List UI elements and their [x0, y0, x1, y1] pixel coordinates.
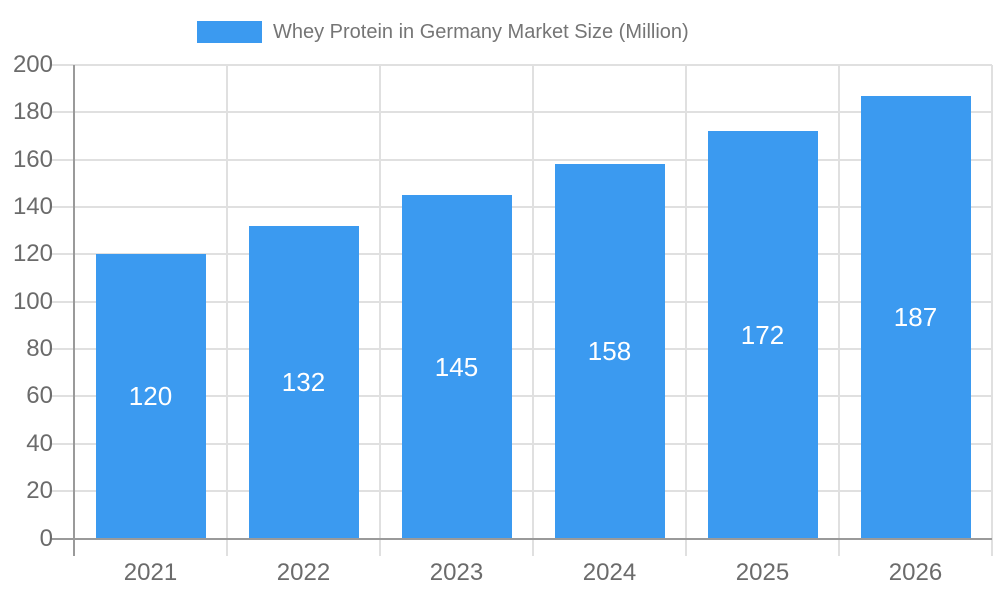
y-axis-label: 120: [12, 240, 53, 268]
y-axis-label: 140: [12, 193, 53, 221]
gridline-horizontal: [52, 158, 992, 161]
gridline-vertical: [685, 65, 687, 556]
x-axis-label-2023: 2023: [429, 559, 484, 586]
bar-value-label-2025: 172: [740, 319, 785, 350]
y-axis-label: 0: [39, 524, 53, 552]
gridline-vertical: [991, 65, 993, 556]
gridline-horizontal: [52, 442, 992, 445]
y-axis-label: 40: [26, 429, 53, 457]
bar-value-label-2021: 120: [128, 381, 173, 412]
bar-value-label-2023: 145: [434, 351, 479, 382]
gridline-horizontal: [52, 206, 992, 209]
gridline-horizontal: [52, 348, 992, 351]
gridline-horizontal: [52, 490, 992, 493]
gridline-horizontal: [52, 64, 992, 66]
bar-2024[interactable]: [554, 164, 665, 539]
gridline-horizontal: [52, 111, 992, 114]
bar-value-label-2026: 187: [893, 302, 938, 333]
y-axis-label: 100: [12, 287, 53, 315]
y-axis-label: 180: [12, 98, 53, 126]
bar-2025[interactable]: [707, 131, 818, 539]
bar-2022[interactable]: [248, 225, 359, 539]
bar-value-label-2024: 158: [587, 336, 632, 367]
x-axis-label-2025: 2025: [735, 559, 790, 586]
y-axis-label: 200: [12, 51, 53, 78]
y-axis-label: 80: [26, 335, 53, 363]
legend[interactable]: Whey Protein in Germany Market Size (Mil…: [197, 20, 689, 44]
x-axis-label-2022: 2022: [276, 559, 331, 586]
gridline-vertical: [226, 65, 228, 556]
bar-2021[interactable]: [95, 254, 206, 539]
gridline-horizontal: [52, 395, 992, 398]
gridline-horizontal: [52, 253, 992, 256]
bar-2023[interactable]: [401, 195, 512, 539]
y-axis-label: 20: [26, 477, 53, 505]
x-axis-label-2026: 2026: [888, 559, 943, 586]
x-axis-label-2021: 2021: [123, 559, 178, 586]
gridline-vertical: [379, 65, 381, 556]
gridline-vertical: [532, 65, 534, 556]
x-axis-line: [52, 537, 992, 540]
y-axis-line: [73, 65, 75, 556]
gridline-horizontal: [52, 300, 992, 303]
y-axis-label: 60: [26, 382, 53, 410]
y-axis-label: 160: [12, 145, 53, 173]
bar-2026[interactable]: [860, 95, 971, 539]
legend-label: Whey Protein in Germany Market Size (Mil…: [273, 20, 689, 43]
bar-value-label-2022: 132: [281, 367, 326, 398]
gridline-vertical: [838, 65, 840, 556]
legend-swatch-icon: [197, 21, 262, 43]
x-axis-label-2024: 2024: [582, 559, 637, 586]
